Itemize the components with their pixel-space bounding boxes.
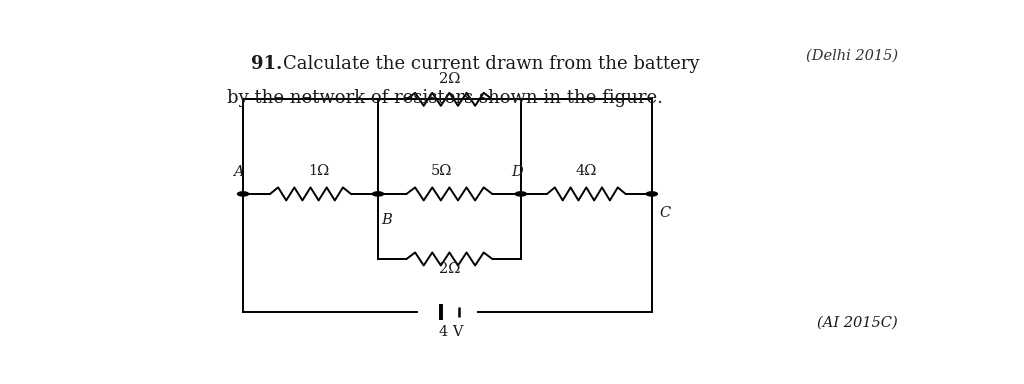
Text: 4 V: 4 V	[439, 326, 464, 339]
Text: 1Ω: 1Ω	[308, 164, 329, 178]
Text: Calculate the current drawn from the battery: Calculate the current drawn from the bat…	[283, 55, 699, 73]
Text: B: B	[381, 213, 392, 227]
Text: A: A	[233, 165, 244, 179]
Text: 4Ω: 4Ω	[575, 164, 597, 178]
Circle shape	[238, 192, 249, 196]
Text: 2Ω: 2Ω	[438, 72, 460, 86]
Text: (Delhi 2015): (Delhi 2015)	[806, 49, 898, 63]
Circle shape	[515, 192, 526, 196]
Text: 91.: 91.	[251, 55, 283, 73]
Text: (AI 2015C): (AI 2015C)	[817, 316, 898, 330]
Text: by the network of resistors shown in the figure.: by the network of resistors shown in the…	[227, 89, 664, 107]
Text: 2Ω: 2Ω	[438, 262, 460, 276]
Text: D: D	[511, 165, 522, 179]
Text: C: C	[659, 206, 671, 220]
Circle shape	[646, 192, 657, 196]
Circle shape	[373, 192, 384, 196]
Text: 5Ω: 5Ω	[431, 164, 453, 178]
